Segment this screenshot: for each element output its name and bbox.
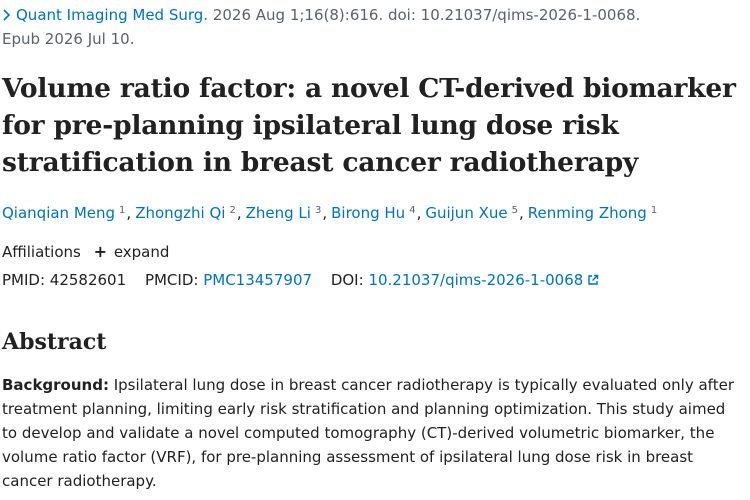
external-link-icon[interactable] — [587, 271, 599, 291]
epub-date: Epub 2026 Jul 10. — [2, 30, 135, 48]
pmcid-label: PMCID: — [144, 271, 199, 289]
expand-label: expand — [113, 243, 170, 261]
doi-label: DOI: — [330, 271, 364, 289]
affiliations-expand-button[interactable]: + expand — [93, 242, 170, 261]
chevron-right-icon[interactable] — [2, 5, 12, 25]
pmcid-link[interactable]: PMC13457907 — [203, 271, 313, 289]
affiliation-ref[interactable]: 1 — [119, 205, 126, 216]
doi-link[interactable]: 10.21037/qims-2026-1-0068 — [368, 271, 584, 289]
affiliation-ref[interactable]: 4 — [409, 205, 416, 216]
author-link[interactable]: Renming Zhong — [527, 204, 647, 222]
journal-link[interactable]: Quant Imaging Med Surg. — [16, 6, 209, 24]
pmid-value: 42582601 — [49, 271, 127, 289]
author-link[interactable]: Zheng Li — [245, 204, 311, 222]
affiliation-ref[interactable]: 2 — [229, 205, 236, 216]
author-link[interactable]: Zhongzhi Qi — [135, 204, 226, 222]
affiliation-ref[interactable]: 3 — [314, 205, 322, 216]
affiliations-label: Affiliations — [2, 243, 81, 261]
abstract-heading: Abstract — [2, 329, 107, 355]
plus-icon: + — [93, 242, 108, 261]
author-list: Qianqian Meng 1, Zhongzhi Qi 2, Zheng Li 3, Bi… — [2, 204, 658, 222]
affiliations-row: Affiliations + expand — [2, 242, 169, 262]
author-link[interactable]: Qianqian Meng — [2, 204, 116, 222]
pmid-label: PMID: — [2, 271, 46, 289]
article-title: Volume ratio factor: a novel CT-derived … — [2, 73, 736, 178]
author-link[interactable]: Birong Hu — [331, 204, 406, 222]
affiliation-ref[interactable]: 1 — [650, 205, 658, 216]
citation-line: Quant Imaging Med Surg. 2026 Aug 1;16(8)… — [2, 5, 640, 25]
citation-details: 2026 Aug 1;16(8):616. doi: 10.21037/qims… — [208, 6, 641, 24]
background-text: Ipsilateral lung dose in breast cancer r… — [2, 376, 734, 490]
author-link[interactable]: Guijun Xue — [425, 204, 508, 222]
abstract-background: Background: Ipsilateral lung dose in bre… — [2, 373, 742, 493]
background-label: Background: — [2, 376, 109, 394]
affiliation-ref[interactable]: 5 — [511, 205, 518, 216]
identifiers-row: PMID: 42582601 PMCID: PMC13457907 DOI: 1… — [2, 270, 599, 291]
